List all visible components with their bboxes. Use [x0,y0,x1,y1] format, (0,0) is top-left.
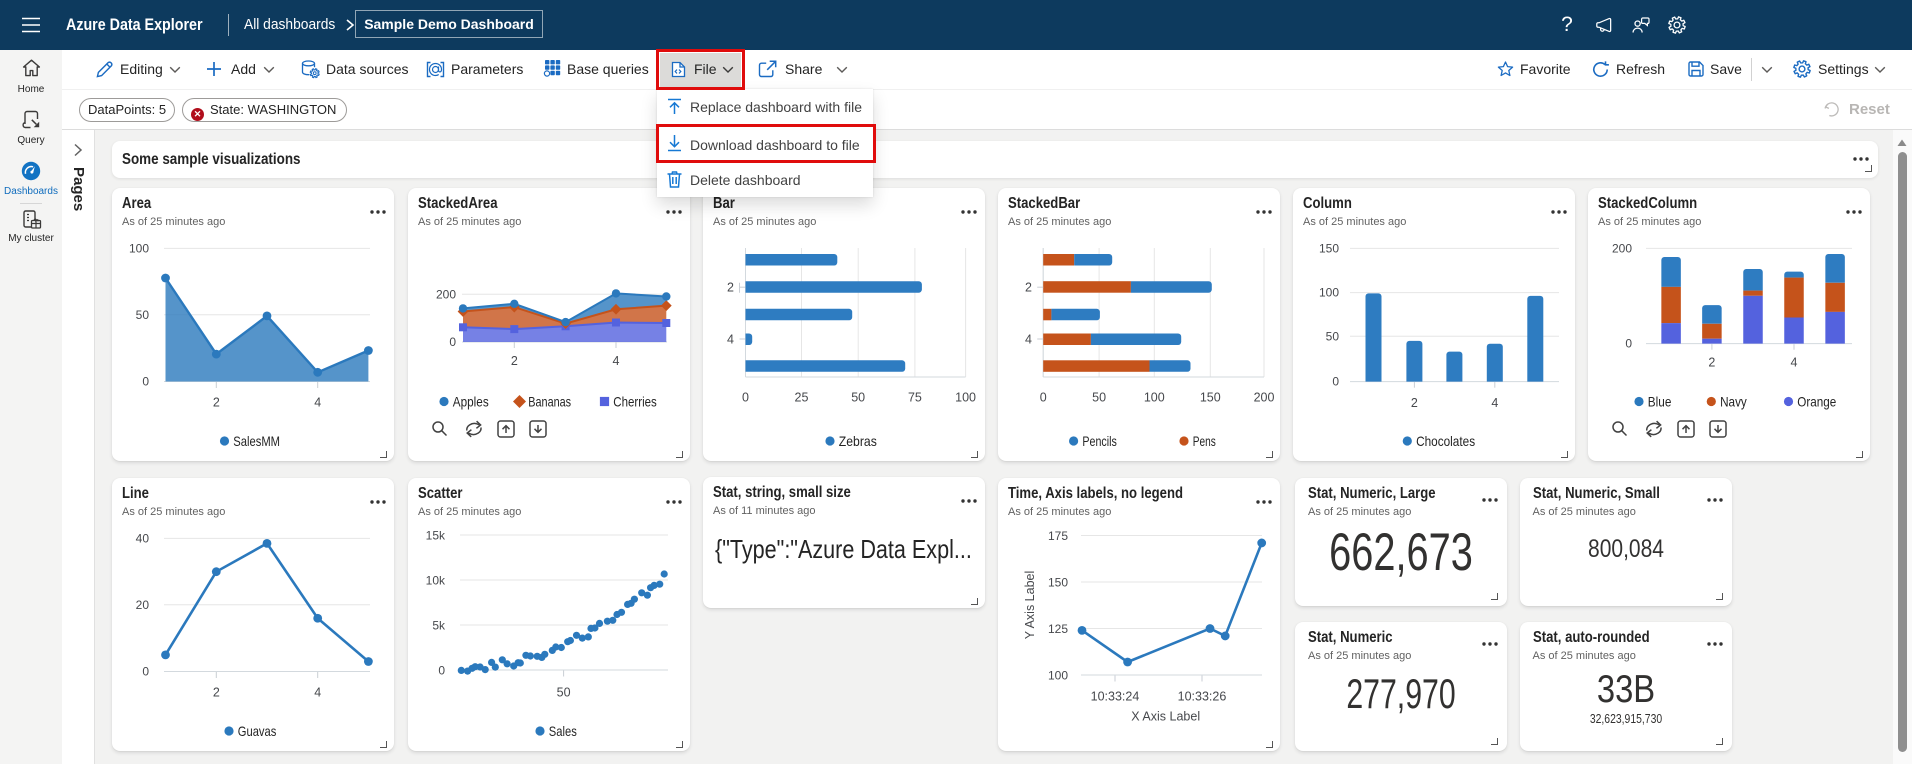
svg-text:Navy: Navy [1720,394,1747,410]
svg-text:2: 2 [213,686,220,700]
svg-text:125: 125 [1048,622,1068,636]
svg-text:Blue: Blue [1648,394,1672,410]
svg-text:200: 200 [1254,391,1275,405]
svg-text:Chocolates: Chocolates [1416,433,1475,449]
svg-text:SalesMM: SalesMM [233,433,280,449]
svg-text:0: 0 [1625,337,1632,351]
svg-text:0: 0 [142,375,149,389]
svg-text:Orange: Orange [1797,394,1836,410]
svg-text:Bananas: Bananas [528,394,571,410]
svg-text:4: 4 [314,686,321,700]
svg-text:50: 50 [1326,329,1340,343]
svg-text:175: 175 [1048,529,1068,543]
svg-text:0: 0 [1040,391,1047,405]
svg-text:150: 150 [1319,242,1339,256]
svg-text:5k: 5k [432,619,446,633]
svg-text:75: 75 [908,391,922,405]
svg-text:Y Axis Label: Y Axis Label [1023,571,1037,640]
svg-text:50: 50 [1092,391,1106,405]
svg-text:4: 4 [1791,355,1798,369]
svg-text:0: 0 [449,335,456,349]
svg-text:2: 2 [1025,281,1032,295]
svg-text:20: 20 [136,598,150,612]
svg-text:100: 100 [1319,286,1339,300]
svg-text:100: 100 [129,242,149,256]
svg-text:10k: 10k [426,574,446,588]
svg-text:0: 0 [742,391,749,405]
svg-text:2: 2 [1708,355,1715,369]
svg-text:10:33:24: 10:33:24 [1091,690,1140,704]
svg-text:4: 4 [613,354,620,368]
svg-text:Cherries: Cherries [613,394,657,410]
svg-text:4: 4 [314,396,321,410]
svg-text:2: 2 [511,354,518,368]
svg-text:0: 0 [438,664,445,678]
svg-text:Apples: Apples [453,394,489,410]
svg-text:200: 200 [1612,242,1632,256]
svg-text:2: 2 [213,396,220,410]
svg-text:4: 4 [1025,333,1032,347]
svg-text:200: 200 [436,288,456,302]
svg-text:50: 50 [136,308,150,322]
svg-text:Pencils: Pencils [1082,433,1116,449]
svg-text:Guavas: Guavas [238,723,276,739]
svg-text:50: 50 [851,391,865,405]
svg-text:40: 40 [136,532,150,546]
svg-text:100: 100 [955,391,976,405]
svg-text:10:33:26: 10:33:26 [1178,690,1227,704]
svg-text:2: 2 [727,281,734,295]
svg-text:150: 150 [1048,576,1068,590]
svg-text:0: 0 [1332,375,1339,389]
svg-text:15k: 15k [426,529,446,543]
svg-text:Sales: Sales [549,723,577,739]
svg-text:Zebras: Zebras [839,433,877,449]
svg-text:100: 100 [1048,669,1068,683]
svg-text:50: 50 [557,686,571,700]
svg-text:150: 150 [1200,391,1221,405]
svg-text:25: 25 [795,391,809,405]
svg-text:4: 4 [1491,396,1498,410]
svg-text:4: 4 [727,333,734,347]
svg-text:100: 100 [1144,391,1165,405]
svg-text:0: 0 [142,665,149,679]
svg-text:2: 2 [1411,396,1418,410]
svg-text:X Axis Label: X Axis Label [1131,710,1200,724]
svg-text:Pens: Pens [1193,433,1216,449]
